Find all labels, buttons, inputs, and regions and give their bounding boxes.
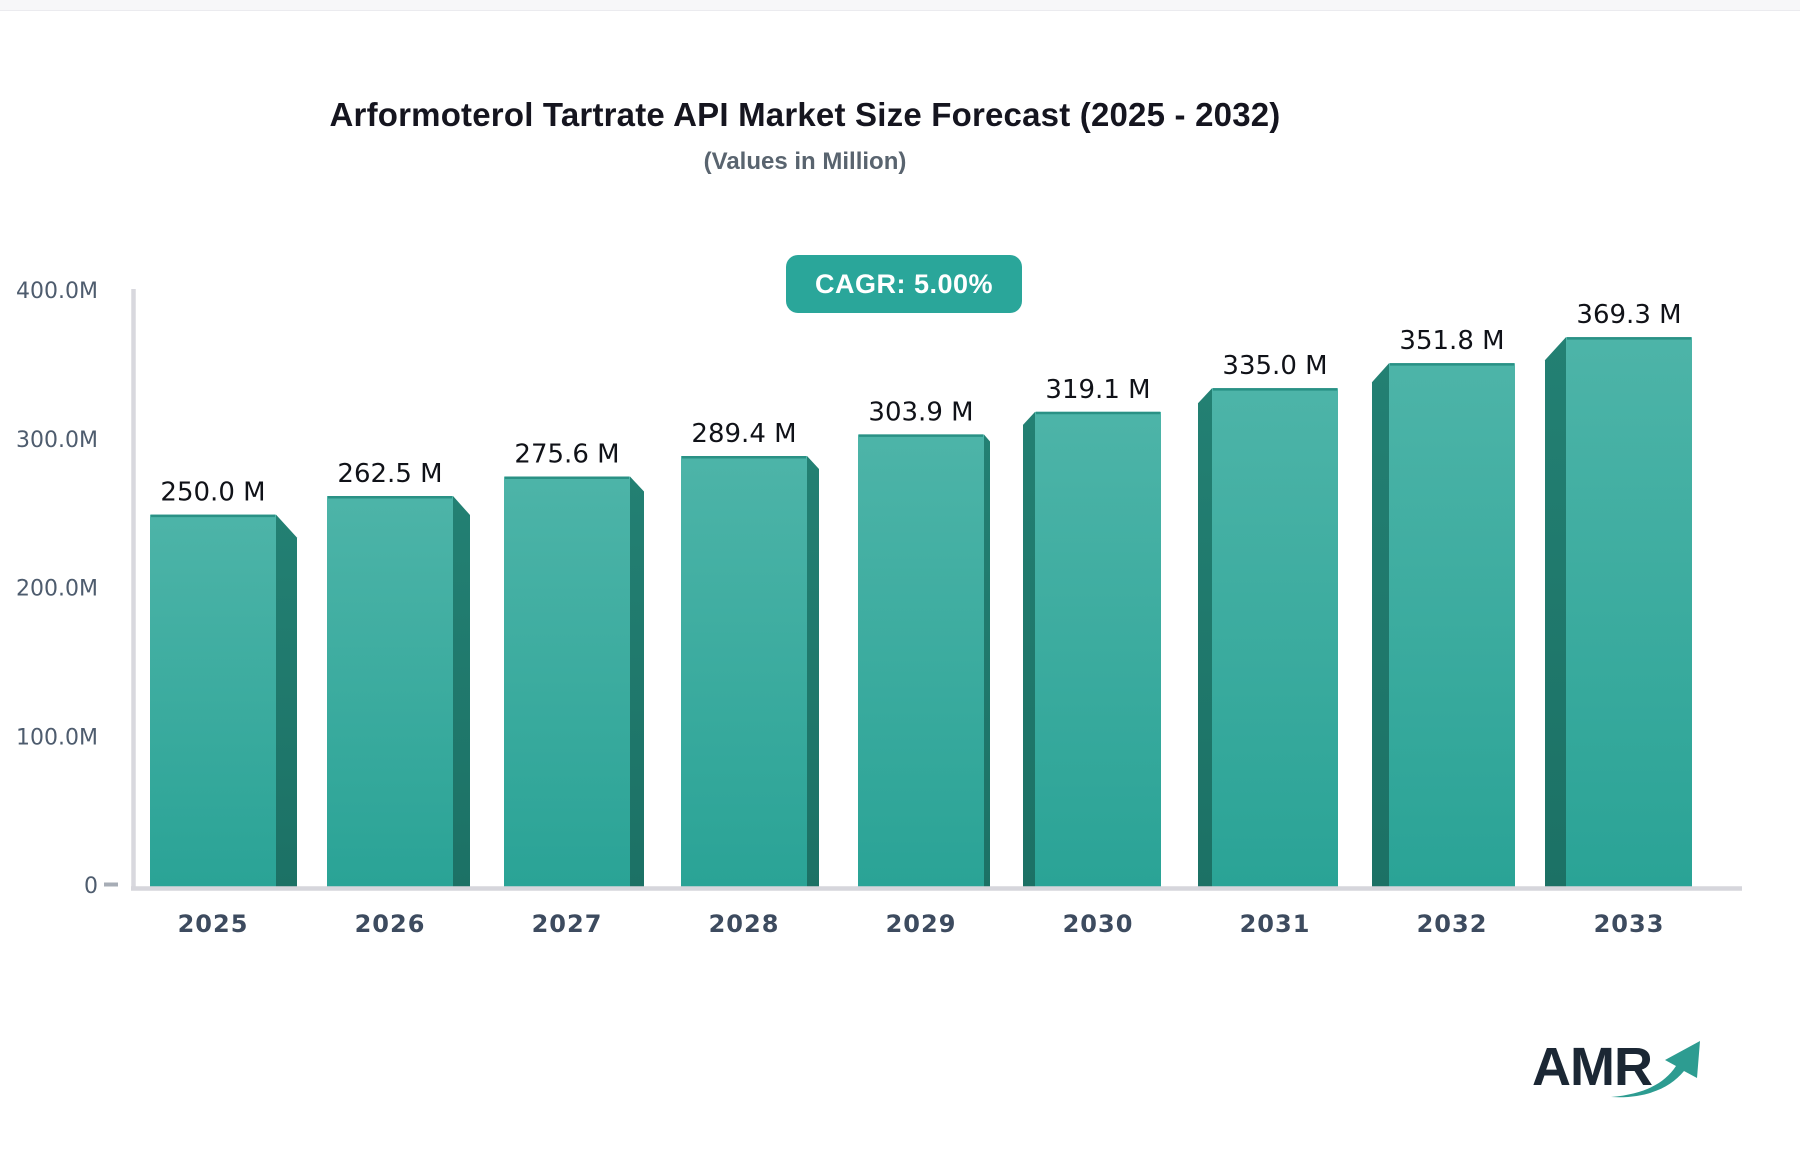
bar-value-label-2028: 289.4 M	[691, 419, 796, 449]
y-axis-label-200.0M: 200.0M	[16, 577, 98, 602]
bar-front-face	[1212, 388, 1338, 887]
bar-value-label-2027: 275.6 M	[514, 440, 619, 470]
chart-subtitle: (Values in Million)	[703, 148, 907, 175]
bar-side-face	[1372, 363, 1389, 887]
bar-front-face	[1389, 363, 1515, 887]
amr-logo-arrow-icon	[1611, 1041, 1700, 1098]
bar-side-face	[453, 496, 470, 887]
bar-value-label-2025: 250.0 M	[160, 478, 265, 508]
bar-2032[interactable]: 351.8 M	[1372, 326, 1515, 887]
bar-value-label-2031: 335.0 M	[1222, 351, 1327, 381]
x-axis-label-2032: 2032	[1417, 910, 1488, 938]
y-axis-label-0: 0	[84, 874, 98, 899]
bar-front-face	[1035, 411, 1161, 887]
x-axis-label-2026: 2026	[355, 910, 426, 938]
bar-2027[interactable]: 275.6 M	[504, 440, 644, 887]
bar-2026[interactable]: 262.5 M	[327, 459, 470, 887]
x-axis-label-2028: 2028	[709, 910, 780, 938]
y-axis-label-300.0M: 300.0M	[16, 428, 98, 453]
amr-logo-text: AMR	[1532, 1037, 1653, 1097]
bar-value-label-2026: 262.5 M	[337, 459, 442, 489]
top-edge-strip	[0, 0, 1800, 11]
bar-side-face	[984, 434, 990, 887]
x-axis-label-2025: 2025	[178, 910, 249, 938]
bar-side-face	[276, 514, 297, 887]
bar-value-label-2030: 319.1 M	[1045, 375, 1150, 405]
bar-side-face	[807, 456, 819, 887]
bar-2025[interactable]: 250.0 M	[150, 478, 297, 887]
bar-2029[interactable]: 303.9 M	[858, 397, 990, 887]
bar-value-label-2032: 351.8 M	[1399, 326, 1504, 356]
bar-side-face	[1545, 337, 1566, 887]
bar-side-face	[1198, 388, 1212, 887]
y-axis-label-400.0M: 400.0M	[16, 279, 98, 304]
x-axis-label-2027: 2027	[532, 910, 603, 938]
bar-front-face	[681, 456, 807, 887]
y-axis-label-100.0M: 100.0M	[16, 725, 98, 750]
bar-2033[interactable]: 369.3 M	[1545, 300, 1692, 887]
x-axis-label-2033: 2033	[1594, 910, 1665, 938]
bar-side-face	[1023, 411, 1035, 887]
bar-value-label-2029: 303.9 M	[868, 397, 973, 427]
bar-2028[interactable]: 289.4 M	[681, 419, 819, 887]
x-axis-label-2030: 2030	[1063, 910, 1134, 938]
cagr-badge: CAGR: 5.00%	[786, 255, 1022, 313]
cagr-badge-label: CAGR: 5.00%	[814, 268, 994, 299]
bar-front-face	[327, 496, 453, 887]
bar-side-face	[630, 476, 644, 887]
bar-front-face	[504, 476, 630, 887]
bar-2030[interactable]: 319.1 M	[1023, 375, 1161, 887]
chart-title: Arformoterol Tartrate API Market Size Fo…	[329, 96, 1281, 133]
bar-front-face	[150, 514, 276, 887]
x-axis-label-2031: 2031	[1240, 910, 1311, 938]
amr-logo: AMR	[1532, 1036, 1732, 1126]
bar-value-label-2033: 369.3 M	[1576, 300, 1681, 330]
x-axis-label-2029: 2029	[886, 910, 957, 938]
bar-front-face	[858, 434, 984, 887]
bar-front-face	[1566, 337, 1692, 887]
bar-2031[interactable]: 335.0 M	[1198, 351, 1338, 887]
